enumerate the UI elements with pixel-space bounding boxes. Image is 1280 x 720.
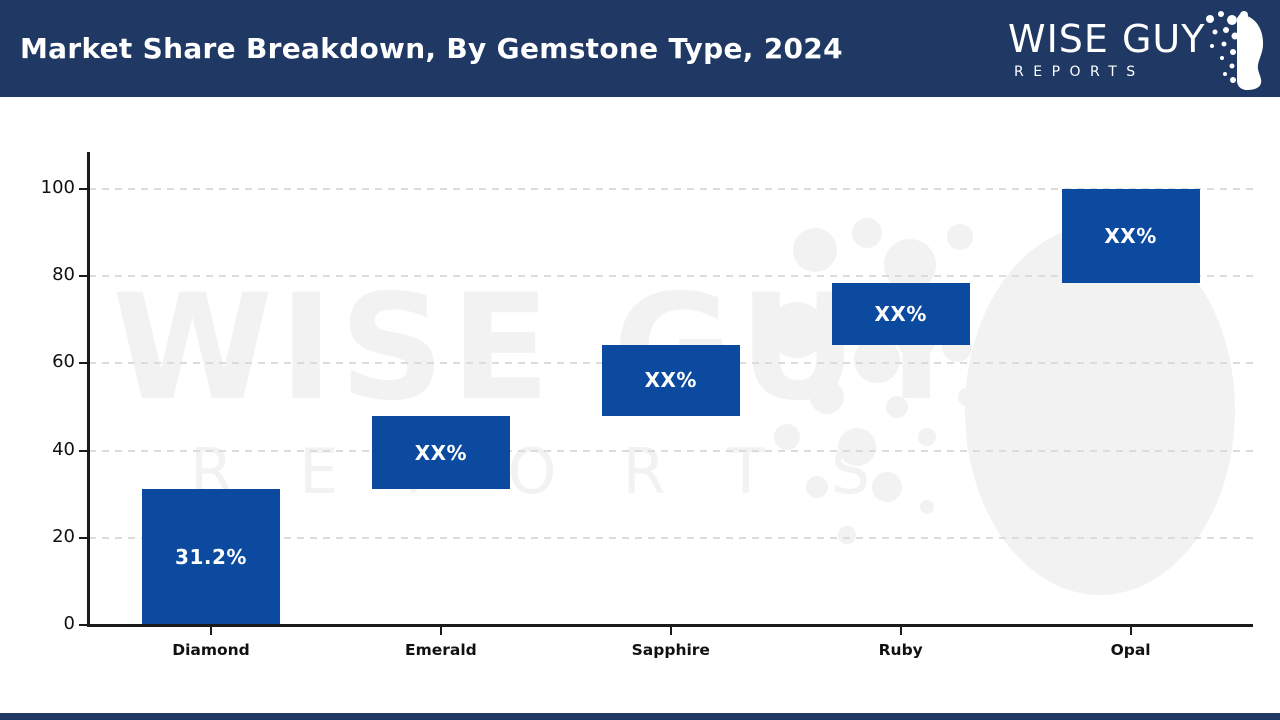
bar-emerald: XX% bbox=[371, 416, 510, 489]
header-bar: Market Share Breakdown, By Gemstone Type… bbox=[0, 0, 1280, 97]
bar-ruby: XX% bbox=[831, 283, 970, 346]
y-tick-mark-0 bbox=[79, 624, 87, 626]
x-tick-label-sapphire: Sapphire bbox=[631, 641, 710, 659]
watermark-dotted-head-icon bbox=[769, 218, 1235, 595]
gridline-20 bbox=[89, 536, 1253, 539]
y-tick-mark-60 bbox=[79, 362, 87, 365]
y-tick-label-100: 100 bbox=[40, 177, 75, 198]
x-tick-mark-opal bbox=[1129, 627, 1132, 635]
x-tick-label-emerald: Emerald bbox=[405, 641, 477, 659]
bar-value-label-opal: XX% bbox=[1104, 224, 1157, 249]
y-tick-label-80: 80 bbox=[52, 264, 75, 286]
bar-value-label-emerald: XX% bbox=[414, 440, 468, 465]
bar-value-label-diamond: 31.2% bbox=[175, 544, 247, 569]
y-tick-label-0: 0 bbox=[63, 613, 75, 634]
wise-guy-reports-logo: WISE GUY REPORTS bbox=[1008, 10, 1264, 90]
bar-opal: XX% bbox=[1061, 189, 1200, 284]
y-tick-mark-100 bbox=[79, 188, 87, 190]
logo-text-line1: WISE GUY bbox=[1008, 17, 1205, 61]
x-tick-mark-emerald bbox=[439, 627, 442, 635]
x-tick-mark-sapphire bbox=[669, 627, 672, 635]
gridline-40 bbox=[89, 449, 1253, 452]
x-tick-mark-diamond bbox=[210, 627, 212, 635]
bar-diamond: 31.2% bbox=[142, 488, 280, 625]
x-tick-label-diamond: Diamond bbox=[172, 641, 250, 659]
watermark: WISE GUY REPORTS bbox=[112, 268, 975, 508]
bar-sapphire: XX% bbox=[601, 345, 740, 416]
watermark-line2: REPORTS bbox=[190, 434, 937, 508]
y-tick-mark-40 bbox=[79, 449, 87, 452]
y-tick-mark-80 bbox=[79, 275, 87, 278]
bar-value-label-ruby: XX% bbox=[874, 302, 927, 327]
chart-title: Market Share Breakdown, By Gemstone Type… bbox=[20, 32, 843, 65]
footer-bar bbox=[0, 713, 1280, 720]
logo-text-line2: REPORTS bbox=[1014, 64, 1145, 80]
y-tick-label-40: 40 bbox=[52, 438, 75, 460]
gridline-80 bbox=[89, 275, 1253, 278]
y-axis-line bbox=[87, 152, 90, 627]
x-axis-line bbox=[87, 624, 1253, 627]
x-tick-mark-ruby bbox=[899, 627, 902, 635]
x-tick-label-ruby: Ruby bbox=[878, 641, 923, 659]
bar-value-label-sapphire: XX% bbox=[644, 368, 697, 393]
y-tick-label-60: 60 bbox=[52, 351, 75, 373]
y-tick-mark-20 bbox=[79, 536, 87, 539]
x-tick-label-opal: Opal bbox=[1110, 641, 1151, 659]
logo-dotted-head-icon bbox=[1206, 10, 1264, 90]
gridline-100 bbox=[89, 188, 1253, 190]
y-tick-label-20: 20 bbox=[52, 525, 75, 547]
